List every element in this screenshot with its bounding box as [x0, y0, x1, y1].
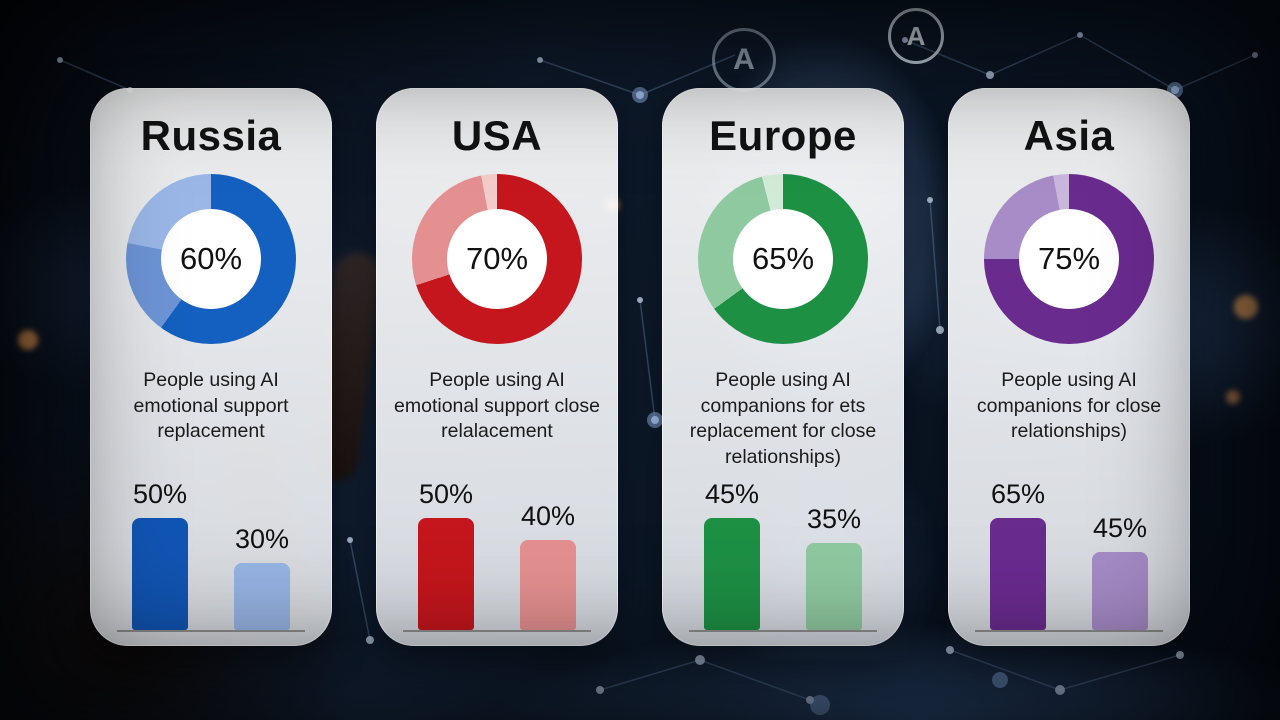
bar: [520, 540, 576, 630]
bar-value-label: 50%: [132, 479, 188, 509]
bokeh-light: [1226, 390, 1240, 404]
bar-group: 30%: [234, 524, 290, 630]
logo-glyph: A: [906, 20, 926, 51]
region-card-russia: Russia 60% People using AI emotional sup…: [90, 88, 332, 646]
bar-value-label: 40%: [520, 501, 576, 531]
donut-value-label: 65%: [751, 241, 815, 276]
logo-glyph: A: [733, 43, 755, 76]
region-card-asia: Asia 75% People using AI companions for …: [948, 88, 1190, 646]
bokeh-light: [18, 330, 38, 350]
card-title: Asia: [1023, 112, 1115, 159]
bar-group: 50%: [132, 479, 188, 630]
region-cards-row: Russia 60% People using AI emotional sup…: [0, 88, 1280, 646]
bar: [806, 543, 862, 630]
donut-chart: 70%: [412, 174, 582, 344]
bar: [990, 518, 1046, 630]
donut-chart: 60%: [126, 174, 296, 344]
card-title: USA: [451, 112, 543, 159]
bar-chart: 45% 35%: [678, 479, 888, 630]
bar-chart: 50% 30%: [106, 479, 316, 630]
axis-baseline: [117, 630, 305, 632]
donut-center: 75%: [1019, 209, 1119, 309]
donut-center: 65%: [733, 209, 833, 309]
donut-center: 70%: [447, 209, 547, 309]
bar-chart: 65% 45%: [964, 479, 1174, 630]
circle-logo-icon: A: [712, 28, 776, 92]
bar-group: 65%: [990, 479, 1046, 630]
axis-baseline: [975, 630, 1163, 632]
bar-group: 40%: [520, 501, 576, 630]
bar-chart: 50% 40%: [392, 479, 602, 630]
card-title: Europe: [709, 112, 857, 159]
donut-value-label: 75%: [1037, 241, 1101, 276]
bar-value-label: 65%: [990, 479, 1046, 509]
bar-group: 35%: [806, 504, 862, 630]
bar: [704, 518, 760, 630]
card-description: People using AI emotional support close …: [394, 369, 600, 443]
donut-chart: 65%: [698, 174, 868, 344]
bar-group: 45%: [1092, 513, 1148, 630]
axis-baseline: [403, 630, 591, 632]
donut-center: 60%: [161, 209, 261, 309]
bar-value-label: 35%: [806, 504, 862, 534]
donut-value-label: 70%: [465, 241, 529, 276]
card-title: Russia: [140, 112, 282, 159]
bar: [132, 518, 188, 630]
bokeh-light: [1234, 295, 1258, 319]
donut-value-label: 60%: [179, 241, 243, 276]
bar: [234, 563, 290, 630]
donut-chart: 75%: [984, 174, 1154, 344]
bar-value-label: 45%: [1092, 513, 1148, 543]
region-card-europe: Europe 65% People using AI companions fo…: [662, 88, 904, 646]
card-description: People using AI companions for close rel…: [976, 369, 1162, 443]
card-description: People using AI emotional support replac…: [133, 369, 289, 443]
circle-logo-icon: A: [888, 8, 944, 64]
bar-value-label: 30%: [234, 524, 290, 554]
bar-group: 50%: [418, 479, 474, 630]
bar-value-label: 50%: [418, 479, 474, 509]
bar-group: 45%: [704, 479, 760, 630]
bar-value-label: 45%: [704, 479, 760, 509]
region-card-usa: USA 70% People using AI emotional suppor…: [376, 88, 618, 646]
axis-baseline: [689, 630, 877, 632]
bar: [418, 518, 474, 630]
bar: [1092, 552, 1148, 630]
card-description: People using AI companions for ets repla…: [689, 369, 877, 469]
